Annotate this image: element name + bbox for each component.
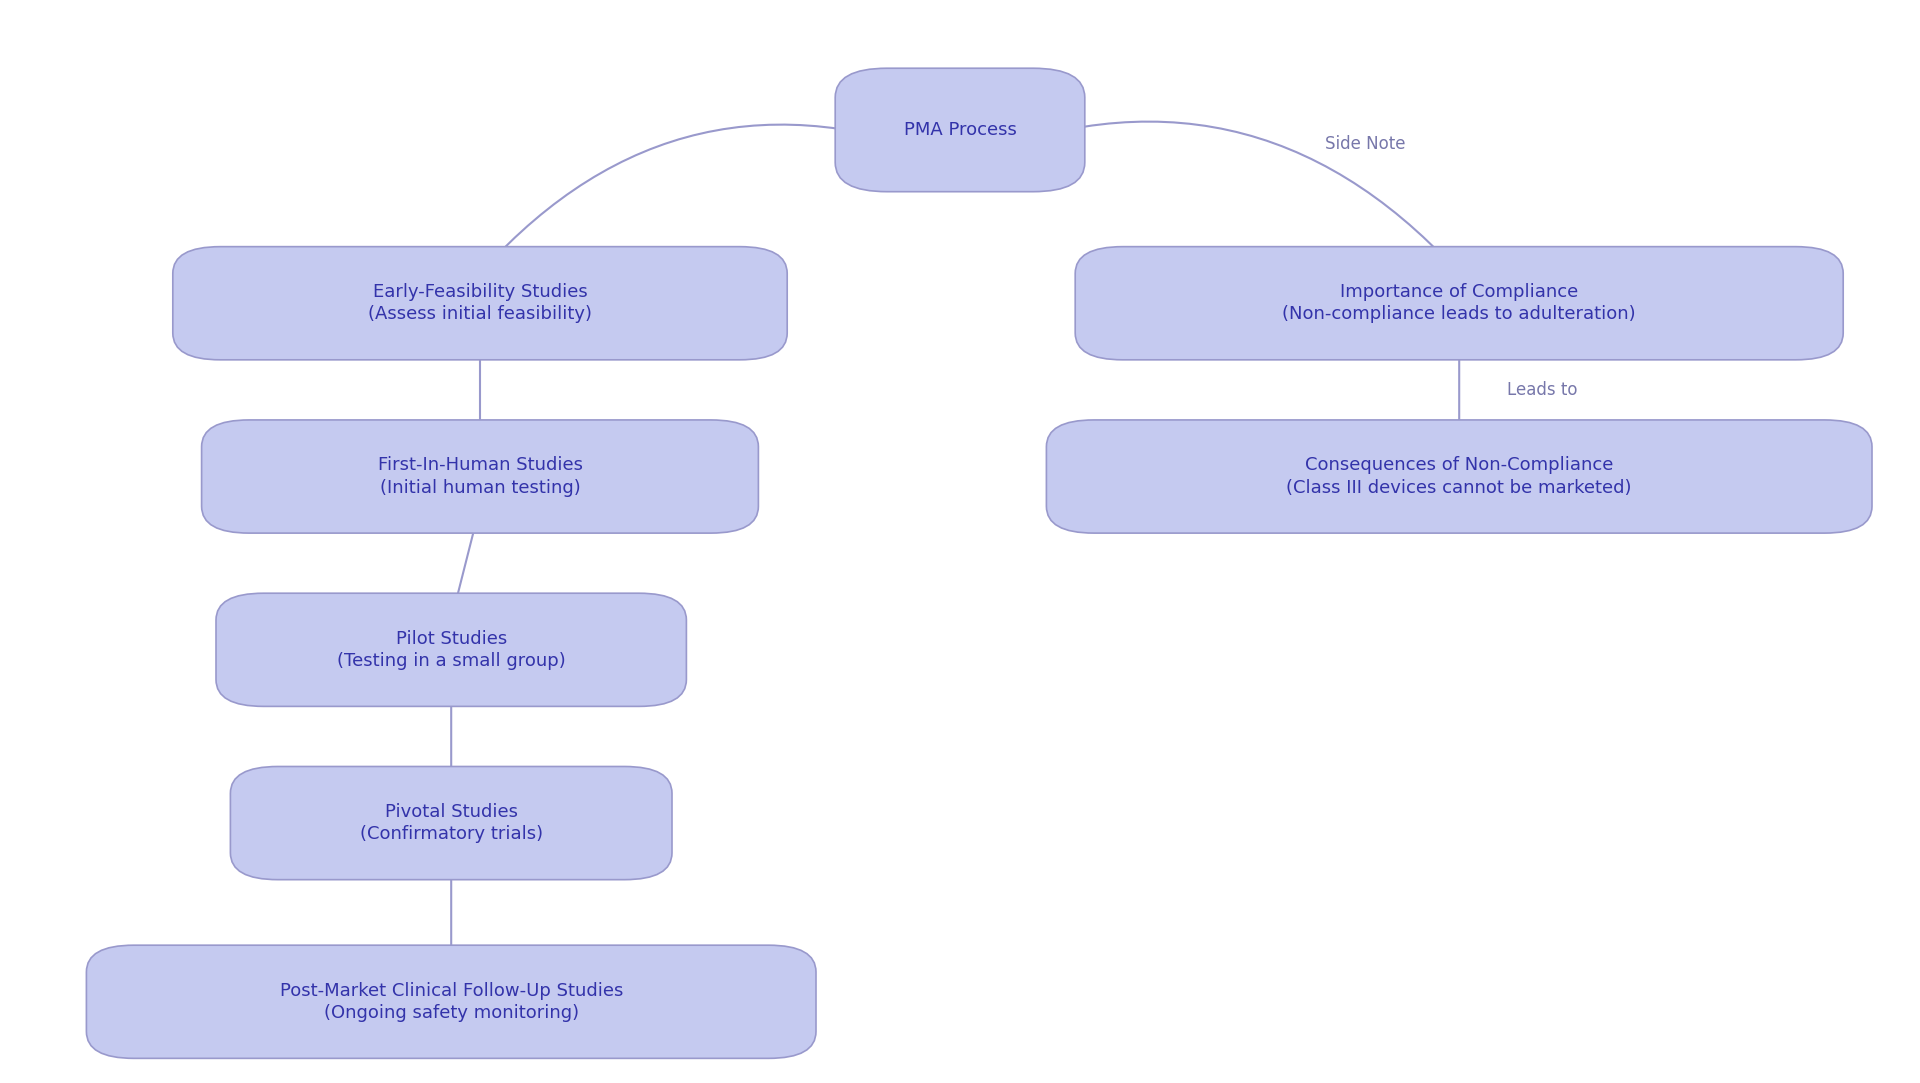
Text: Importance of Compliance
(Non-compliance leads to adulteration): Importance of Compliance (Non-compliance…: [1283, 283, 1636, 324]
Text: Pilot Studies
(Testing in a small group): Pilot Studies (Testing in a small group): [336, 629, 566, 670]
FancyBboxPatch shape: [1075, 247, 1843, 360]
Text: Early-Feasibility Studies
(Assess initial feasibility): Early-Feasibility Studies (Assess initia…: [369, 283, 591, 324]
FancyBboxPatch shape: [835, 68, 1085, 192]
Text: Side Note: Side Note: [1325, 135, 1405, 153]
Text: PMA Process: PMA Process: [904, 121, 1016, 139]
FancyBboxPatch shape: [202, 420, 758, 533]
Text: Consequences of Non-Compliance
(Class III devices cannot be marketed): Consequences of Non-Compliance (Class II…: [1286, 456, 1632, 497]
Text: Pivotal Studies
(Confirmatory trials): Pivotal Studies (Confirmatory trials): [359, 803, 543, 844]
FancyBboxPatch shape: [230, 767, 672, 879]
Text: First-In-Human Studies
(Initial human testing): First-In-Human Studies (Initial human te…: [378, 456, 582, 497]
FancyBboxPatch shape: [173, 247, 787, 360]
FancyBboxPatch shape: [215, 593, 687, 706]
Text: Leads to: Leads to: [1507, 381, 1578, 399]
FancyBboxPatch shape: [86, 945, 816, 1058]
FancyBboxPatch shape: [1046, 420, 1872, 533]
Text: Post-Market Clinical Follow-Up Studies
(Ongoing safety monitoring): Post-Market Clinical Follow-Up Studies (…: [280, 981, 622, 1022]
